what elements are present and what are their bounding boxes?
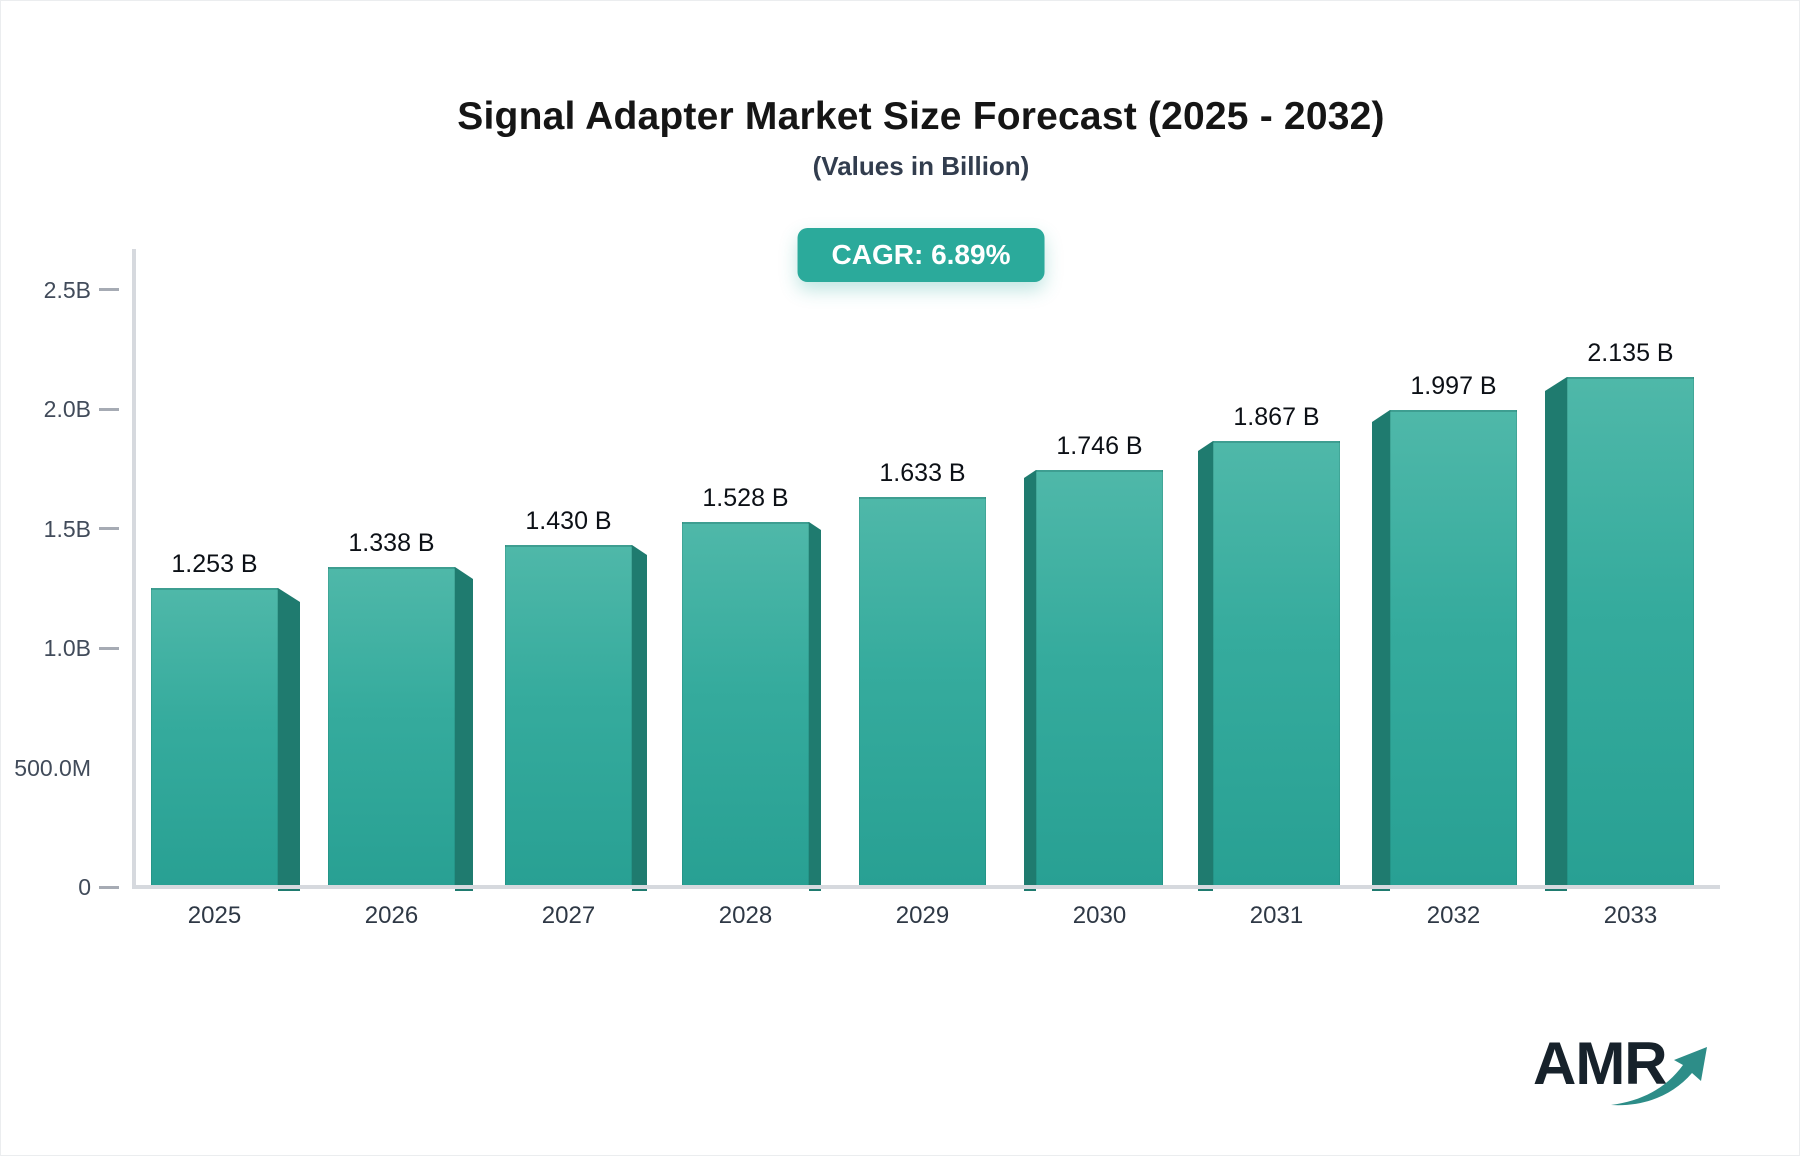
y-axis-tick xyxy=(99,407,119,411)
y-axis-label: 1.5B xyxy=(43,515,91,542)
x-axis-baseline xyxy=(132,885,1720,889)
bar-2025 xyxy=(151,588,278,889)
bar-value-label: 1.867 B xyxy=(1233,403,1320,431)
y-axis-label: 500.0M xyxy=(14,754,91,781)
bar-2030 xyxy=(1036,470,1163,889)
chart-title: Signal Adapter Market Size Forecast (202… xyxy=(457,95,1385,138)
bar-2032 xyxy=(1390,410,1517,889)
bar-value-label: 1.528 B xyxy=(702,484,789,512)
bar-value-label: 1.633 B xyxy=(879,459,966,487)
bar-value-label: 1.430 B xyxy=(525,507,612,535)
x-axis-label-2032: 2032 xyxy=(1426,902,1481,929)
bar-2031 xyxy=(1213,441,1340,889)
bar-value-label: 2.135 B xyxy=(1587,339,1674,367)
bar-side-2031 xyxy=(1198,441,1213,891)
bar-value-label: 1.997 B xyxy=(1410,372,1497,400)
bar-side-2028 xyxy=(809,522,821,891)
y-axis-label: 2.5B xyxy=(43,276,91,303)
bar-value-label: 1.338 B xyxy=(348,529,435,557)
y-axis-tick xyxy=(99,527,119,530)
x-axis-label-2028: 2028 xyxy=(718,902,773,929)
y-axis-tick xyxy=(99,646,119,650)
bar-side-2025 xyxy=(278,588,300,891)
cagr-badge: CAGR: 6.89% xyxy=(797,228,1045,282)
y-axis-line xyxy=(132,249,136,889)
y-axis-label: 0 xyxy=(78,874,91,900)
bar-side-2030 xyxy=(1024,470,1036,891)
y-axis-tick xyxy=(99,288,119,291)
y-axis-tick xyxy=(99,885,119,889)
x-axis-label-2033: 2033 xyxy=(1603,902,1658,929)
x-axis-label-2029: 2029 xyxy=(895,902,950,929)
y-axis-label: 1.0B xyxy=(43,635,91,661)
y-axis-label: 2.0B xyxy=(43,396,91,422)
chart-subtitle: (Values in Billion) xyxy=(812,151,1030,181)
bar-value-label: 1.253 B xyxy=(171,550,258,578)
x-axis-label-2026: 2026 xyxy=(364,902,419,929)
bar-side-2026 xyxy=(455,567,473,891)
x-axis-label-2025: 2025 xyxy=(187,902,242,929)
bar-side-2033 xyxy=(1545,377,1567,891)
x-axis-label-2030: 2030 xyxy=(1072,902,1127,929)
amr-logo-text: AMR xyxy=(1533,1030,1668,1097)
growth-arrow-icon xyxy=(1611,1047,1707,1106)
bar-2026 xyxy=(328,567,455,889)
x-axis-label-2031: 2031 xyxy=(1249,902,1304,929)
x-axis-label-2027: 2027 xyxy=(541,902,596,929)
bar-2028 xyxy=(682,522,809,889)
bar-side-2027 xyxy=(632,545,647,891)
bar-side-2032 xyxy=(1372,410,1390,891)
amr-logo: AMR xyxy=(1533,1029,1723,1109)
bar-2033 xyxy=(1567,377,1694,889)
bar-2029 xyxy=(859,497,986,889)
bar-2027 xyxy=(505,545,632,889)
bar-value-label: 1.746 B xyxy=(1056,432,1143,460)
